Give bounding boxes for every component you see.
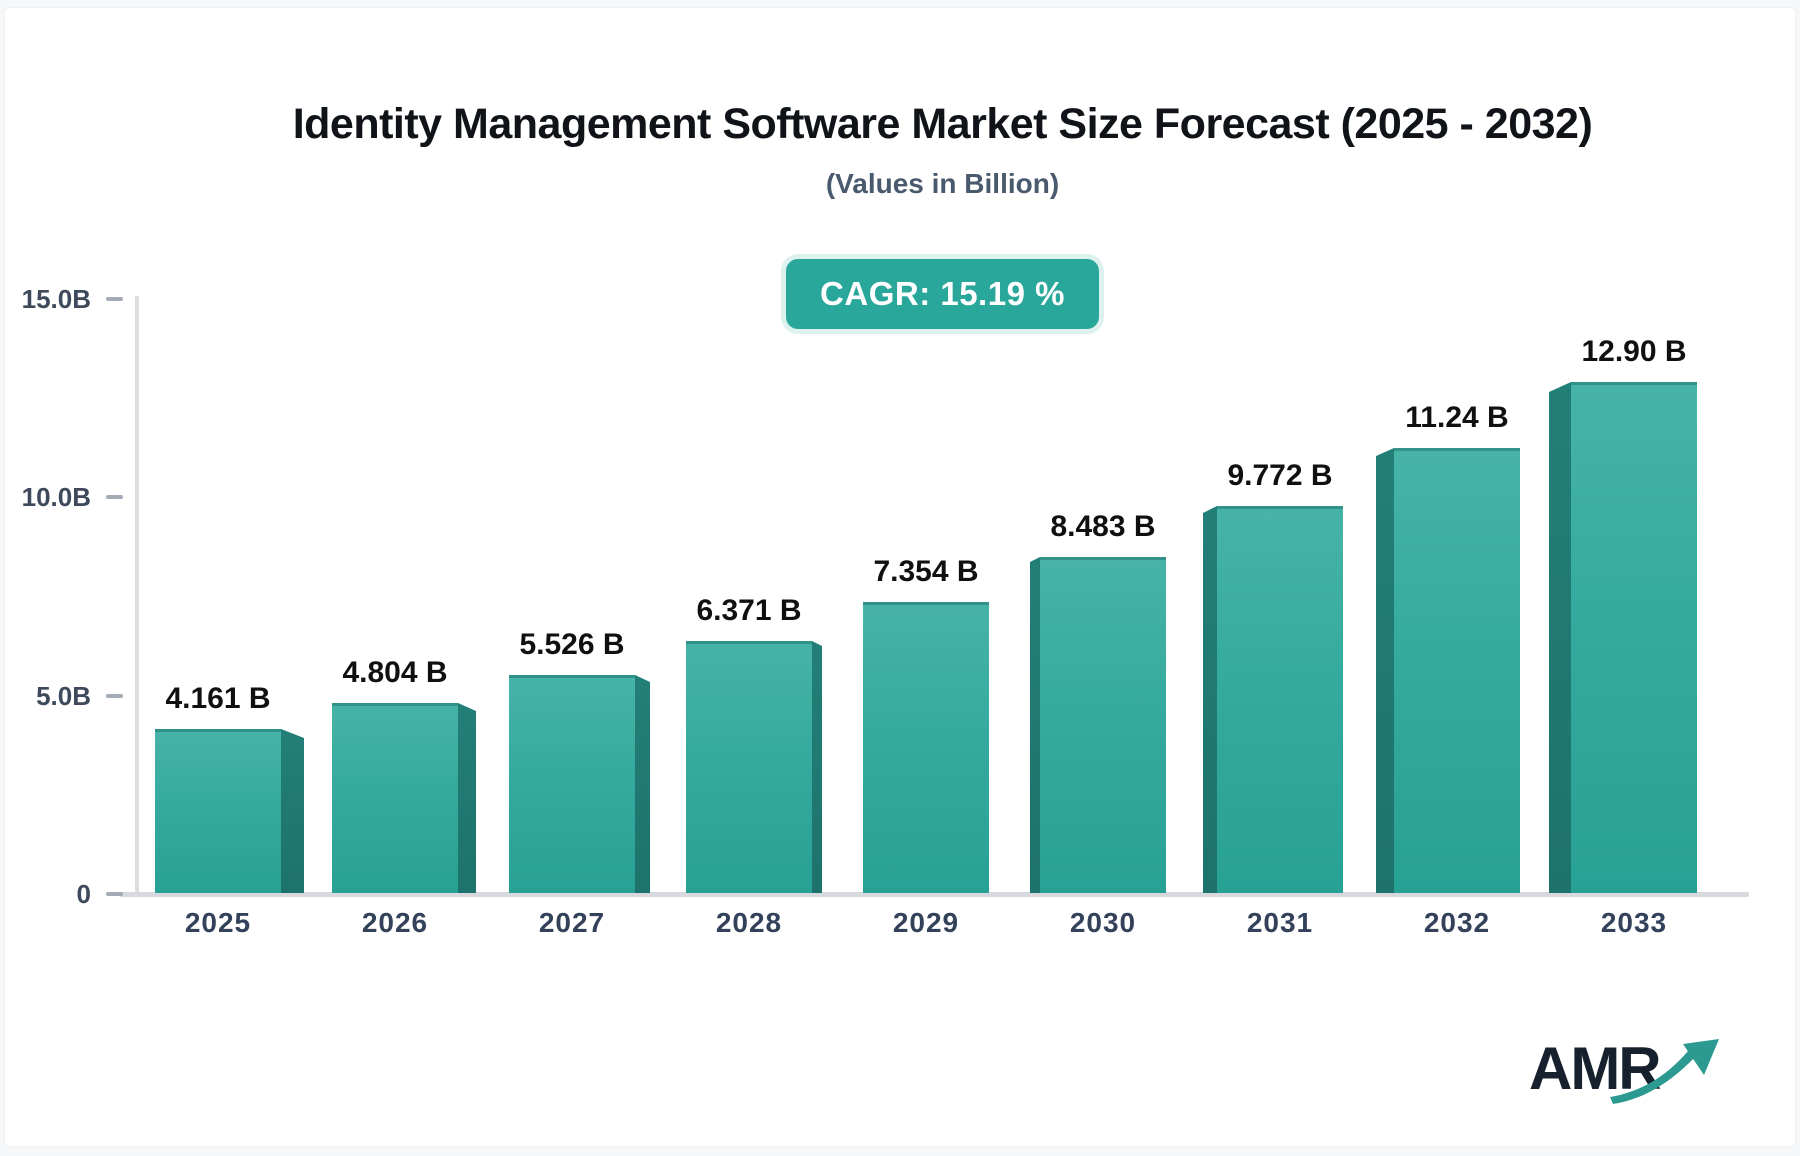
cagr-badge-row: CAGR: 15.19 %: [135, 259, 1750, 329]
x-category-label-2029: 2029: [892, 907, 960, 938]
bar-value-label-2033: 12.90 B: [1581, 335, 1687, 368]
bar-value-label-2030: 8.483 B: [1050, 510, 1156, 543]
x-category-label-2033: 2033: [1600, 907, 1668, 938]
bar-2025: [155, 729, 281, 893]
y-tick-dash: [106, 892, 123, 896]
bar-chart: 0 5.0B 10.0B 15.0B 4.161 B 2025 4.804 B 2026 5.…: [5, 8, 1795, 1146]
bar-2029: [863, 602, 989, 893]
bar-side-2030: [1030, 557, 1040, 893]
bar-value-label-2031: 9.772 B: [1227, 459, 1333, 492]
bar-side-2025: [281, 729, 304, 893]
x-category-label-2028: 2028: [715, 907, 783, 938]
bar-2027: [509, 675, 635, 893]
bar-2031: [1217, 506, 1343, 893]
growth-arrow-icon: [1610, 1039, 1719, 1104]
bar-2032: [1394, 448, 1520, 893]
bar-side-2031: [1203, 506, 1217, 893]
bar-value-label-2027: 5.526 B: [519, 628, 625, 661]
bar-value-label-2025: 4.161 B: [165, 682, 271, 715]
y-tick-label: 15.0B: [21, 283, 91, 314]
x-category-label-2030: 2030: [1069, 907, 1137, 938]
y-tick-label: 10.0B: [21, 482, 91, 513]
bar-value-label-2032: 11.24 B: [1405, 401, 1509, 434]
x-category-label-2025: 2025: [184, 907, 252, 938]
amr-logo: AMR: [1529, 1034, 1729, 1118]
y-tick-dash: [106, 693, 123, 698]
y-tick-dash: [106, 296, 123, 301]
x-category-label-2031: 2031: [1246, 907, 1314, 938]
bar-value-label-2029: 7.354 B: [873, 555, 979, 588]
bar-2030: [1040, 557, 1166, 893]
x-category-label-2032: 2032: [1423, 907, 1491, 938]
bar-2026: [332, 703, 458, 893]
y-tick-dash: [106, 495, 123, 500]
chart-card: Identity Management Software Market Size…: [4, 7, 1796, 1147]
x-category-label-2026: 2026: [361, 907, 429, 938]
bar-side-2032: [1376, 448, 1394, 893]
bar-side-2033: [1549, 382, 1571, 893]
cagr-badge: CAGR: 15.19 %: [786, 259, 1099, 329]
bar-side-2028: [812, 641, 822, 893]
bar-2033: [1571, 382, 1697, 893]
bar-side-2026: [458, 703, 476, 893]
x-category-label-2027: 2027: [538, 907, 606, 938]
bar-side-2027: [635, 675, 650, 893]
bar-value-label-2026: 4.804 B: [342, 656, 448, 689]
chart-title: Identity Management Software Market Size…: [292, 100, 1593, 148]
y-tick-label: 0: [76, 879, 91, 909]
chart-subtitle: (Values in Billion): [825, 168, 1060, 199]
y-tick-label: 5.0B: [36, 680, 91, 711]
y-axis-line: [135, 296, 139, 894]
bar-2028: [686, 641, 812, 893]
x-axis-baseline: [119, 892, 1749, 897]
bar-value-label-2028: 6.371 B: [696, 594, 802, 627]
